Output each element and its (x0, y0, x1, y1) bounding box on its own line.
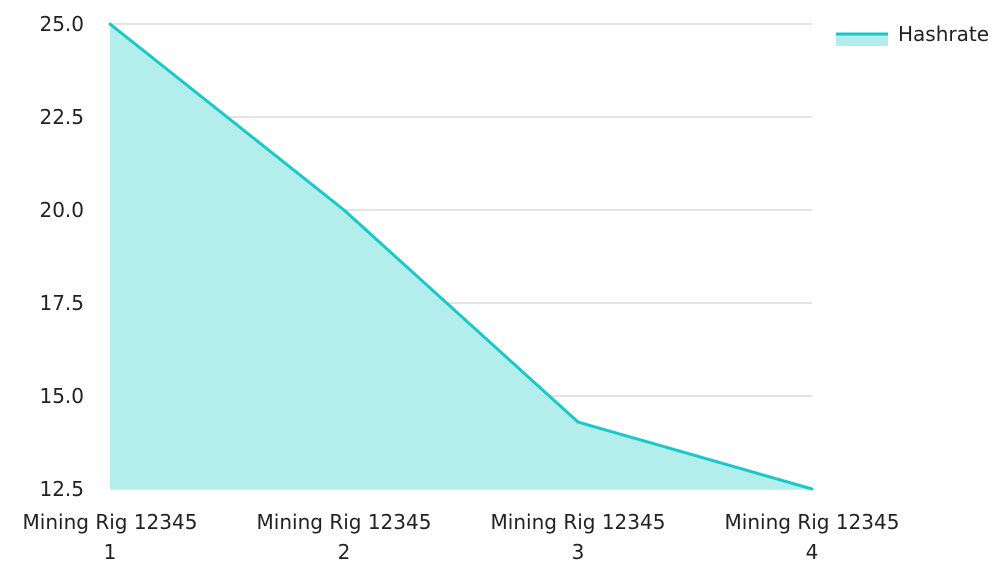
legend-item: Hashrate (836, 22, 989, 46)
y-tick-label: 22.5 (39, 105, 84, 129)
series-line-path (109, 22, 813, 491)
y-axis-ticks: 12.5 15.0 17.5 20.0 22.5 25.0 (39, 12, 84, 501)
data-point (108, 22, 112, 26)
data-point (576, 420, 580, 424)
x-tick-label: Mining Rig 12345 1 (23, 510, 198, 560)
x-tick-label: Mining Rig 12345 2 (257, 510, 432, 560)
data-point (810, 487, 814, 491)
legend-label: Hashrate (898, 22, 989, 46)
series-area-fill (110, 24, 812, 489)
legend-swatch-fill (836, 34, 888, 46)
legend: Hashrate (836, 22, 989, 46)
y-tick-label: 25.0 (39, 12, 84, 36)
y-tick-label: 20.0 (39, 198, 84, 222)
data-point (342, 208, 346, 212)
y-tick-label: 15.0 (39, 384, 84, 408)
x-axis-ticks: Mining Rig 12345 1 Mining Rig 12345 2 Mining… (23, 510, 900, 564)
y-tick-label: 12.5 (39, 477, 84, 501)
x-tick-label: Mining Rig 12345 3 (491, 510, 666, 560)
y-tick-label: 17.5 (39, 291, 84, 315)
series-line (108, 22, 814, 491)
x-tick-label: Mining Rig 12345 4 (725, 510, 900, 560)
series-area (110, 24, 812, 489)
